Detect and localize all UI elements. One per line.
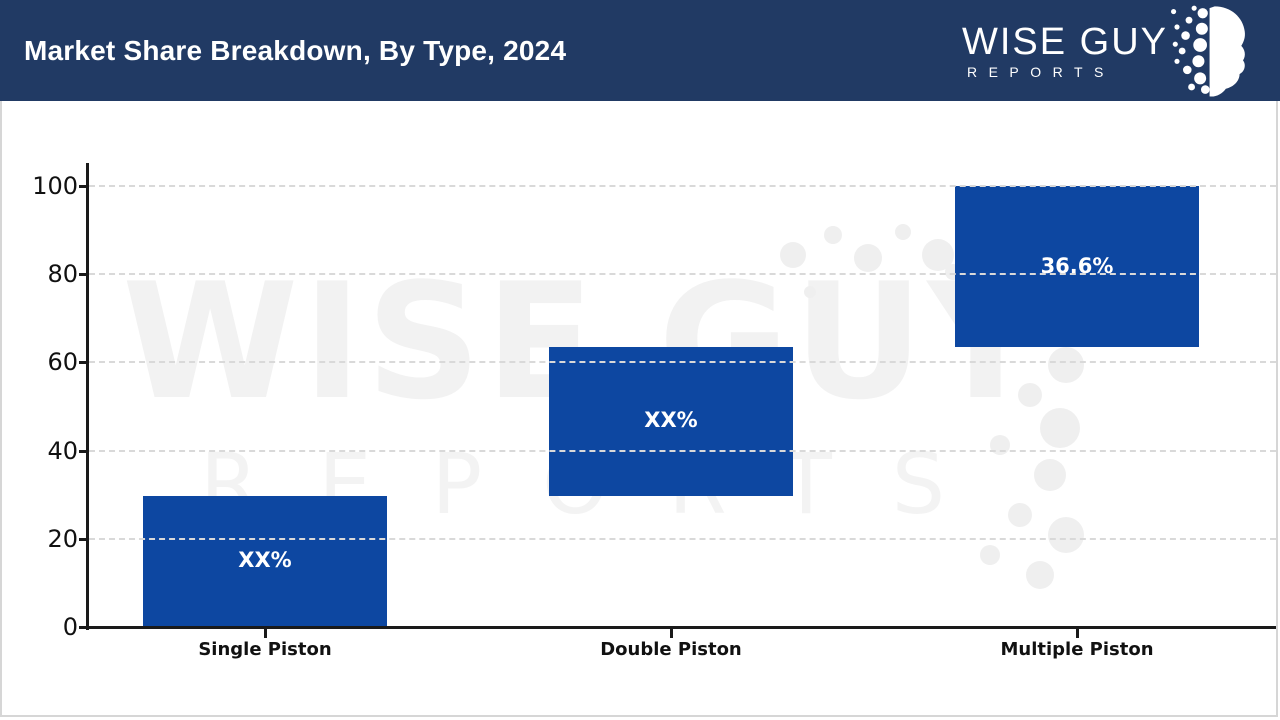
y-axis-tick-label: 60 bbox=[47, 348, 78, 377]
chart-title: Market Share Breakdown, By Type, 2024 bbox=[24, 34, 567, 66]
gridline-60 bbox=[89, 361, 1276, 364]
x-axis-category-label: Double Piston bbox=[600, 639, 742, 660]
y-axis-tick bbox=[79, 626, 88, 629]
y-axis-tick-label: 80 bbox=[47, 260, 78, 289]
bar-segment: XX% bbox=[549, 347, 793, 496]
bar-value-label: XX% bbox=[238, 548, 292, 573]
bar-segment: XX% bbox=[143, 495, 387, 627]
y-axis-tick bbox=[79, 537, 88, 541]
x-axis-line bbox=[86, 626, 1276, 629]
logo-wordmark: WISE GUY bbox=[961, 20, 1168, 63]
y-axis-tick bbox=[79, 185, 88, 188]
x-axis-tick bbox=[1076, 629, 1079, 638]
gridline-100 bbox=[89, 185, 1276, 187]
bar-value-label: XX% bbox=[644, 408, 698, 433]
wiseguy-logo: WISE GUY REPORTS bbox=[962, 3, 1256, 99]
logo-subtitle: REPORTS bbox=[966, 63, 1115, 80]
y-axis-tick-label: 100 bbox=[32, 172, 78, 200]
gridline-20 bbox=[89, 537, 1276, 540]
y-axis-tick-label: 0 bbox=[62, 613, 78, 641]
y-axis-line bbox=[86, 163, 89, 630]
gridline-40 bbox=[89, 449, 1276, 452]
x-axis-tick bbox=[264, 629, 267, 638]
bar-segment: 36.6% bbox=[955, 186, 1199, 348]
y-axis-tick bbox=[79, 361, 88, 365]
y-axis-tick bbox=[79, 449, 88, 453]
x-axis-category-label: Single Piston bbox=[198, 639, 332, 660]
logo-face-icon bbox=[1171, 5, 1245, 97]
x-axis-tick bbox=[670, 629, 673, 638]
header-band: Market Share Breakdown, By Type, 2024 WI… bbox=[0, 0, 1280, 101]
gridline-80 bbox=[89, 273, 1276, 276]
y-axis-tick-label: 20 bbox=[47, 524, 78, 553]
y-axis-tick-label: 40 bbox=[47, 436, 78, 465]
y-axis-tick bbox=[79, 273, 88, 277]
x-axis-category-label: Multiple Piston bbox=[1000, 639, 1154, 660]
